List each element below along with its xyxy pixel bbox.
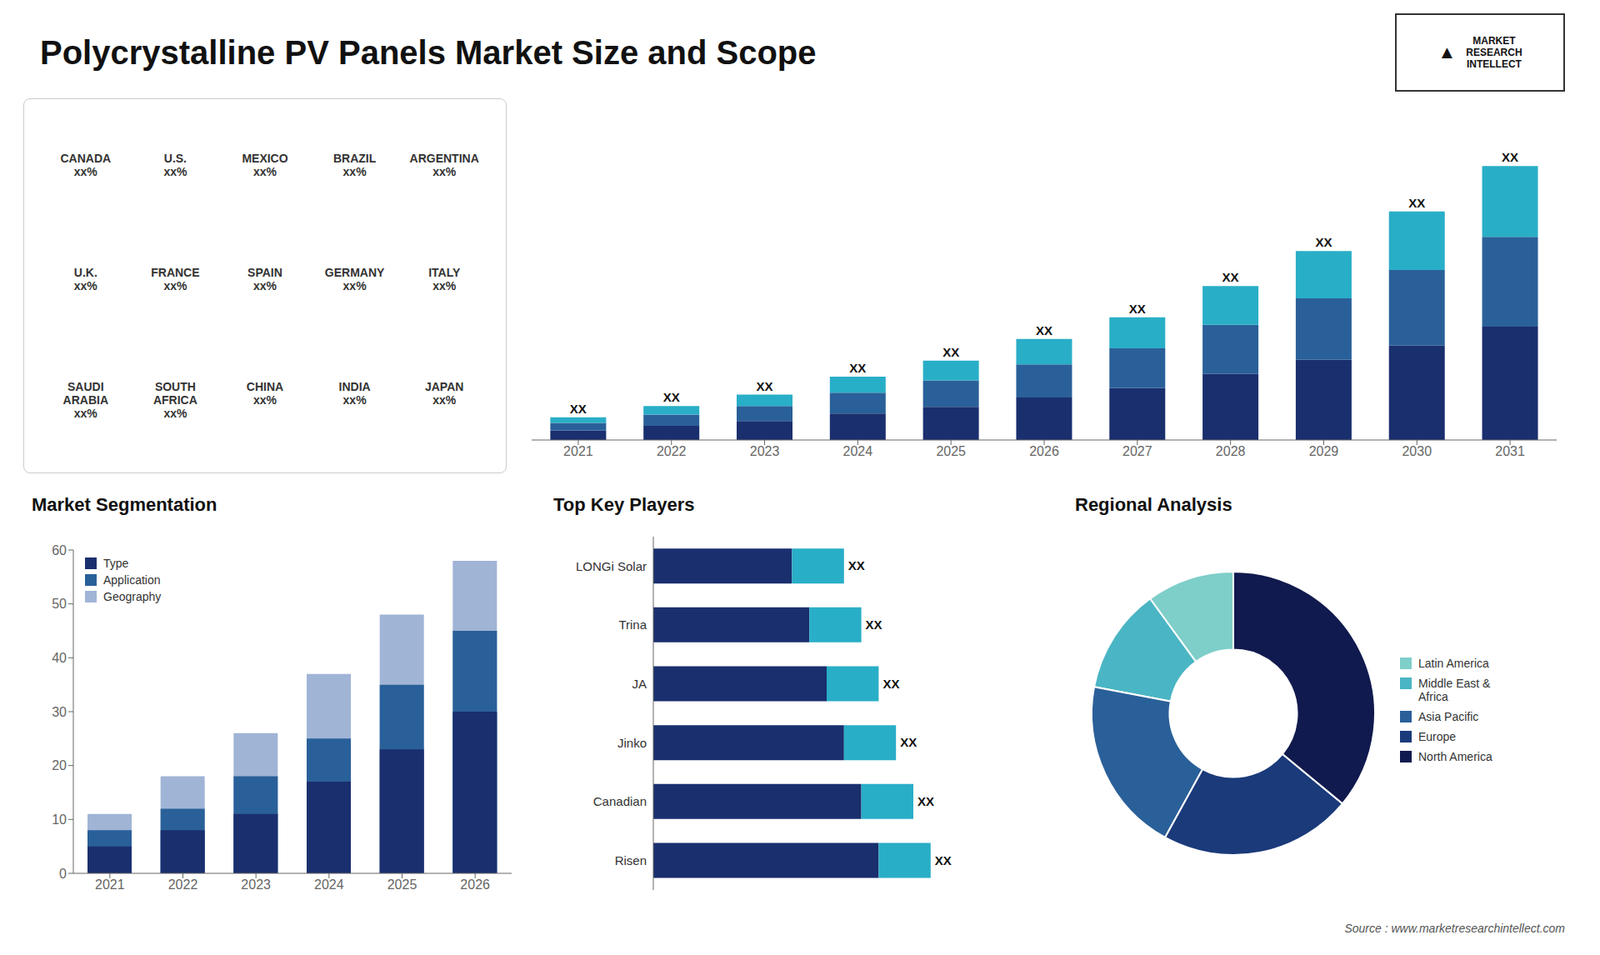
- svg-text:0: 0: [59, 866, 67, 881]
- html-text:North America: North America: [1418, 750, 1493, 764]
- svg-text:2023: 2023: [240, 877, 271, 892]
- html-text:BRAZIL xx%: BRAZIL xx%: [333, 151, 377, 179]
- html-text:ARGENTINA xx%: ARGENTINA xx%: [409, 151, 479, 179]
- svg-text:XX: XX: [1408, 195, 1425, 210]
- svg-text:XX: XX: [663, 390, 680, 405]
- svg-text:2023: 2023: [750, 444, 780, 459]
- html-text:U.S. xx%: U.S. xx%: [163, 151, 187, 179]
- html-text:ITALY xx%: ITALY xx%: [428, 265, 461, 293]
- svg-text:50: 50: [51, 596, 67, 611]
- svg-text:Risen: Risen: [615, 853, 647, 868]
- svg-text:JA: JA: [631, 676, 647, 691]
- svg-text:LONGi Solar: LONGi Solar: [575, 559, 647, 574]
- svg-text:2025: 2025: [387, 877, 418, 892]
- svg-text:2027: 2027: [1122, 444, 1153, 459]
- html-text:Source : www.marketresearchint: Source : www.marketresearchintellect.com: [1344, 921, 1565, 935]
- svg-text:XX: XX: [755, 379, 773, 394]
- svg-text:60: 60: [51, 543, 67, 558]
- html-text:SOUTH AFRICA xx%: SOUTH AFRICA xx%: [153, 380, 198, 421]
- svg-text:2026: 2026: [460, 877, 490, 892]
- html-text:Market Segmentation: Market Segmentation: [31, 494, 218, 515]
- svg-text:XX: XX: [865, 617, 883, 632]
- html-text:JAPAN xx%: JAPAN xx%: [425, 380, 464, 407]
- html-text:CHINA xx%: CHINA xx%: [246, 380, 284, 407]
- svg-text:2022: 2022: [168, 877, 199, 892]
- svg-text:2029: 2029: [1309, 444, 1340, 459]
- svg-text:20: 20: [51, 758, 67, 773]
- html-text:Geography: Geography: [103, 590, 162, 604]
- html-text:Top Key Players: Top Key Players: [553, 494, 695, 515]
- html-text:GERMANY xx%: GERMANY xx%: [324, 265, 385, 293]
- html-text:Asia Pacific: Asia Pacific: [1418, 710, 1479, 724]
- svg-text:Jinko: Jinko: [617, 735, 647, 750]
- html-text:SPAIN xx%: SPAIN xx%: [247, 265, 283, 293]
- svg-text:XX: XX: [1222, 270, 1240, 285]
- svg-text:XX: XX: [849, 360, 866, 375]
- svg-text:XX: XX: [900, 735, 917, 750]
- svg-text:10: 10: [51, 812, 67, 827]
- svg-text:XX: XX: [942, 345, 960, 360]
- html-text:Polycrystalline PV Panels Mark: Polycrystalline PV Panels Market Size an…: [40, 33, 817, 71]
- html-text:Latin America: Latin America: [1418, 656, 1489, 670]
- svg-text:Trina: Trina: [618, 617, 647, 632]
- svg-text:2024: 2024: [843, 444, 874, 459]
- svg-text:2021: 2021: [95, 877, 125, 892]
- html-text:INDIA xx%: INDIA xx%: [338, 380, 371, 407]
- svg-text:XX: XX: [882, 676, 900, 691]
- html-text:Type: Type: [103, 556, 129, 570]
- svg-text:40: 40: [51, 650, 67, 665]
- svg-text:2026: 2026: [1029, 444, 1060, 459]
- html-text:FRANCE xx%: FRANCE xx%: [151, 265, 200, 293]
- svg-text:XX: XX: [848, 558, 865, 573]
- svg-text:30: 30: [51, 705, 67, 720]
- svg-text:2021: 2021: [563, 444, 594, 459]
- html-text:Europe: Europe: [1418, 730, 1456, 744]
- svg-text:2028: 2028: [1215, 444, 1246, 459]
- svg-text:2031: 2031: [1495, 444, 1525, 459]
- html-text:SAUDI ARABIA xx%: SAUDI ARABIA xx%: [63, 380, 109, 421]
- html-text:Middle East & Africa: Middle East & Africa: [1418, 676, 1491, 704]
- svg-text:Canadian: Canadian: [593, 794, 647, 809]
- svg-text:XX: XX: [935, 853, 952, 868]
- svg-text:2024: 2024: [314, 877, 345, 892]
- svg-text:XX: XX: [1129, 301, 1146, 316]
- svg-text:2030: 2030: [1401, 444, 1432, 459]
- svg-text:XX: XX: [1035, 323, 1053, 338]
- svg-text:2025: 2025: [935, 444, 966, 459]
- html-text:CANADA xx%: CANADA xx%: [60, 151, 111, 179]
- svg-text:XX: XX: [570, 401, 587, 416]
- html-text:Regional Analysis: Regional Analysis: [1075, 494, 1233, 515]
- html-text:Application: Application: [103, 573, 161, 587]
- svg-text:XX: XX: [1501, 150, 1519, 165]
- html-text:MARKET RESEARCH INTELLECT: MARKET RESEARCH INTELLECT: [1466, 35, 1523, 70]
- svg-text:2022: 2022: [656, 444, 687, 459]
- svg-text:XX: XX: [1315, 235, 1332, 250]
- html-text:MEXICO xx%: MEXICO xx%: [242, 151, 288, 179]
- svg-text:XX: XX: [917, 794, 935, 809]
- html-text:U.K. xx%: U.K. xx%: [74, 265, 98, 293]
